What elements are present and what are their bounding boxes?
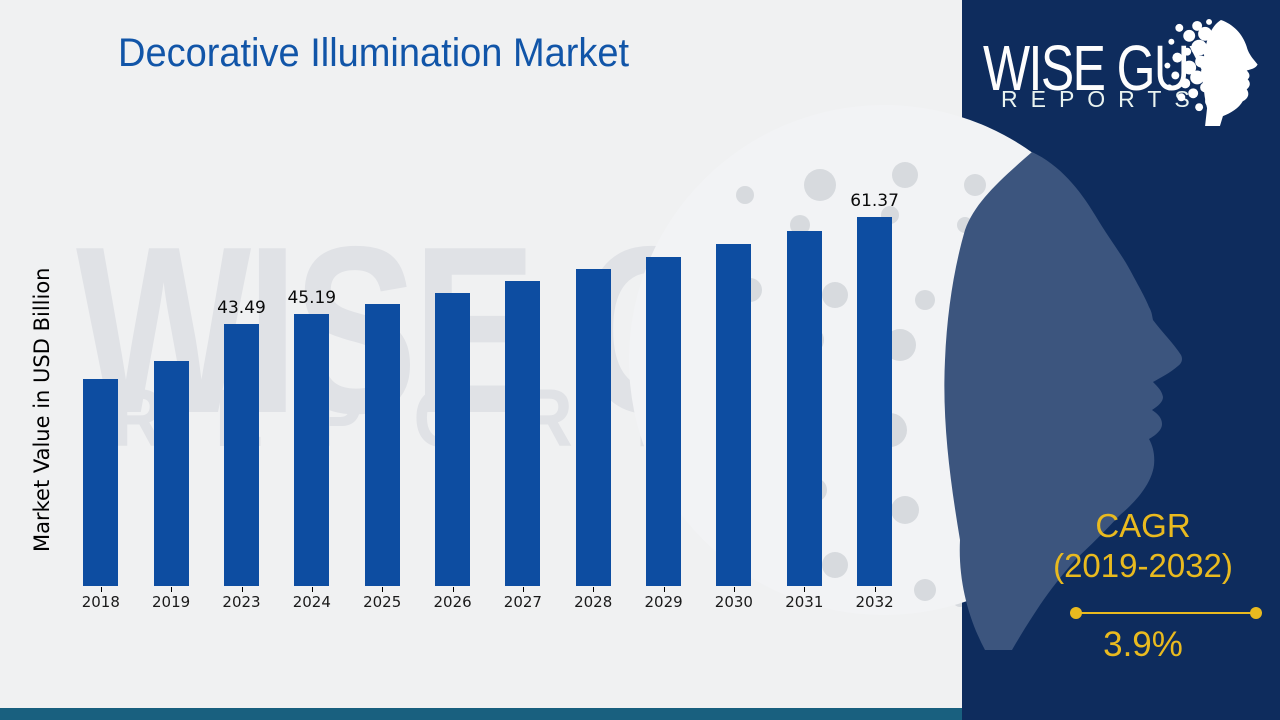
x-tick-label: 2024 <box>292 593 331 611</box>
bar-2026 <box>435 293 471 586</box>
bar-chart: 2018 2019 2023 43.49 2024 45.19 2025 2026 2027 20… <box>81 191 899 611</box>
bar-2032 <box>857 217 893 586</box>
x-tick-label: 2028 <box>574 593 613 611</box>
bar-2018 <box>83 379 119 586</box>
watermark-dot <box>892 162 918 188</box>
watermark-dot <box>964 174 986 196</box>
x-tick-label: 2027 <box>503 593 542 611</box>
bar-2019 <box>153 361 189 586</box>
watermark-dot <box>822 282 848 308</box>
bar-2029 <box>646 257 682 586</box>
cagr-value: 3.9% <box>1103 625 1183 664</box>
x-axis-tick <box>593 587 595 592</box>
x-tick-label: 2018 <box>81 593 120 611</box>
watermark-dot <box>804 169 836 201</box>
x-axis-tick <box>311 587 313 592</box>
bar-2030 <box>716 244 752 586</box>
x-axis-tick <box>241 587 243 592</box>
bar-2024 <box>294 314 330 586</box>
x-axis-tick <box>663 587 665 592</box>
bar-value-label: 43.49 <box>217 298 266 318</box>
x-axis-tick <box>804 587 806 592</box>
face-profile-silhouette-icon <box>944 152 1182 650</box>
x-axis-tick <box>522 587 524 592</box>
watermark-dot <box>891 496 919 524</box>
brand-logo-reports: REPORTS <box>1001 86 1203 112</box>
watermark-dot <box>914 579 936 601</box>
x-axis-tick <box>874 587 876 592</box>
bar-value-label: 45.19 <box>287 288 337 308</box>
x-axis-tick <box>171 587 173 592</box>
brand-logo-face-icon <box>1164 18 1258 127</box>
x-axis-tick <box>382 587 384 592</box>
x-tick-label: 2023 <box>222 593 261 611</box>
cagr-label: CAGR <box>1095 507 1191 544</box>
cagr-underline <box>1070 607 1262 619</box>
bar-2031 <box>786 231 822 586</box>
x-tick-label: 2019 <box>152 593 191 611</box>
x-tick-label: 2029 <box>644 593 683 611</box>
bar-2023 <box>224 324 259 586</box>
x-axis-tick <box>733 587 735 592</box>
cagr-range: (2019-2032) <box>1053 547 1233 584</box>
x-tick-label: 2030 <box>714 593 753 611</box>
x-tick-label: 2026 <box>433 593 472 611</box>
x-axis-tick <box>452 587 454 592</box>
x-tick-label: 2025 <box>363 593 402 611</box>
watermark-dot <box>822 552 848 578</box>
bar-2028 <box>575 269 611 586</box>
watermark-dot <box>790 215 810 235</box>
chart-title: Decorative Illumination Market <box>118 31 630 75</box>
x-tick-label: 2032 <box>855 593 894 611</box>
footer-accent-bar <box>0 708 962 720</box>
bar-value-label: 61.37 <box>850 191 899 211</box>
cagr-underline-right-dot <box>1250 607 1262 619</box>
x-axis-tick <box>100 587 102 592</box>
watermark-dot <box>915 290 935 310</box>
x-tick-label: 2031 <box>785 593 824 611</box>
brand-logo-name: WISE GUY <box>983 32 1222 104</box>
bar-2025 <box>364 304 400 586</box>
bar-2027 <box>505 281 541 586</box>
cagr-underline-rule <box>1074 612 1258 614</box>
watermark-dot <box>736 186 754 204</box>
